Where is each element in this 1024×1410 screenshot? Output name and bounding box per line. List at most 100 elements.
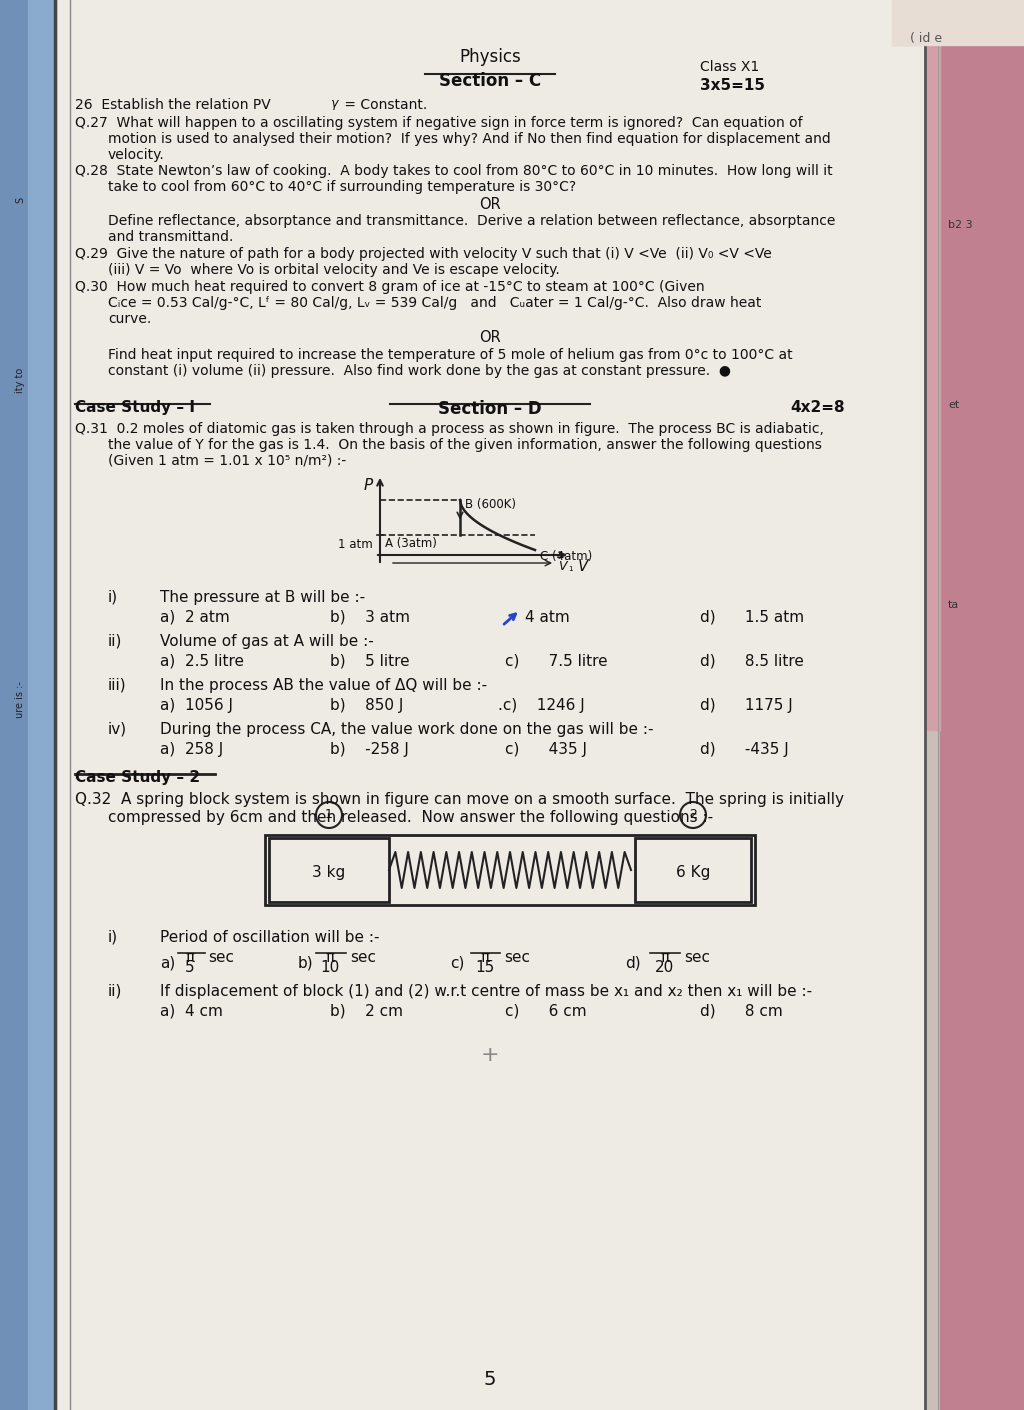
Text: The pressure at B will be :-: The pressure at B will be :-: [160, 589, 366, 605]
Text: (Given 1 atm = 1.01 x 10⁵ n/m²) :-: (Given 1 atm = 1.01 x 10⁵ n/m²) :-: [108, 454, 346, 468]
Bar: [635, 838, 751, 902]
Text: 26  Establish the relation PV: 26 Establish the relation PV: [75, 99, 270, 111]
Text: ii): ii): [108, 984, 123, 1000]
Text: b)    5 litre: b) 5 litre: [330, 654, 410, 668]
Text: Physics: Physics: [459, 48, 521, 66]
Text: c): c): [450, 956, 464, 971]
Text: During the process CA, the value work done on the gas will be :-: During the process CA, the value work do…: [160, 722, 653, 737]
Text: ₁: ₁: [568, 563, 572, 572]
Text: γ: γ: [330, 97, 337, 110]
Text: Q.31  0.2 moles of diatomic gas is taken through a process as shown in figure.  : Q.31 0.2 moles of diatomic gas is taken …: [75, 422, 824, 436]
Text: a)  2.5 litre: a) 2.5 litre: [160, 654, 244, 668]
Text: b)    850 J: b) 850 J: [330, 698, 403, 713]
Text: C (4atm): C (4atm): [540, 550, 592, 563]
Bar: [892, 0, 1024, 45]
Text: Case Study – I: Case Study – I: [75, 400, 195, 415]
Text: d)      8 cm: d) 8 cm: [700, 1004, 782, 1019]
Bar: [940, 0, 1024, 1410]
Text: π: π: [326, 950, 335, 964]
Text: motion is used to analysed their motion?  If yes why? And if No then find equati: motion is used to analysed their motion?…: [108, 133, 830, 147]
Text: π: π: [480, 950, 489, 964]
Text: Q.32  A spring block system is shown in figure can move on a smooth surface.  Th: Q.32 A spring block system is shown in f…: [75, 792, 844, 807]
Text: the value of Y for the gas is 1.4.  On the basis of the given information, answe: the value of Y for the gas is 1.4. On th…: [108, 439, 822, 453]
Text: a)  258 J: a) 258 J: [160, 742, 223, 757]
Text: π: π: [185, 950, 195, 964]
Text: 15: 15: [475, 960, 495, 974]
Text: 10: 10: [321, 960, 340, 974]
Text: P: P: [364, 478, 373, 493]
Text: 5: 5: [185, 960, 195, 974]
Text: Cᵢce = 0.53 Cal/g-°C, Lᶠ = 80 Cal/g, Lᵥ = 539 Cal/g   and   Cᵤater = 1 Cal/g-°C.: Cᵢce = 0.53 Cal/g-°C, Lᶠ = 80 Cal/g, Lᵥ …: [108, 296, 762, 310]
Text: ii): ii): [108, 634, 123, 649]
Text: V: V: [558, 560, 566, 572]
Text: ity to: ity to: [15, 368, 25, 392]
Text: d): d): [625, 956, 641, 971]
Bar: [28, 0, 56, 1410]
Text: 4x2=8: 4x2=8: [790, 400, 845, 415]
Text: .c)    1246 J: .c) 1246 J: [498, 698, 585, 713]
Text: Q.29  Give the nature of path for a body projected with velocity V such that (i): Q.29 Give the nature of path for a body …: [75, 247, 772, 261]
Text: a): a): [160, 956, 175, 971]
Text: 5: 5: [483, 1371, 497, 1389]
Text: b): b): [298, 956, 313, 971]
Text: b)    -258 J: b) -258 J: [330, 742, 409, 757]
Text: et: et: [948, 400, 959, 410]
Text: Volume of gas at A will be :-: Volume of gas at A will be :-: [160, 634, 374, 649]
Text: π: π: [660, 950, 670, 964]
Text: Define reflectance, absorptance and transmittance.  Derive a relation between re: Define reflectance, absorptance and tran…: [108, 214, 836, 228]
Text: +: +: [480, 1045, 500, 1065]
Text: A (3atm): A (3atm): [385, 537, 437, 550]
Text: S: S: [15, 197, 25, 203]
Text: 6 Kg: 6 Kg: [676, 864, 711, 880]
Text: OR: OR: [479, 330, 501, 345]
Text: Class X1: Class X1: [700, 61, 759, 73]
Text: d)      1.5 atm: d) 1.5 atm: [700, 611, 804, 625]
Text: 3x5=15: 3x5=15: [700, 78, 765, 93]
Text: sec: sec: [208, 950, 234, 964]
Text: d)      1175 J: d) 1175 J: [700, 698, 793, 713]
Text: Q.27  What will happen to a oscillating system if negative sign in force term is: Q.27 What will happen to a oscillating s…: [75, 116, 803, 130]
Text: B (600K): B (600K): [465, 498, 516, 510]
Text: 1: 1: [325, 808, 333, 821]
Text: b)    3 atm: b) 3 atm: [330, 611, 410, 625]
Text: constant (i) volume (ii) pressure.  Also find work done by the gas at constant p: constant (i) volume (ii) pressure. Also …: [108, 364, 731, 378]
Bar: [55, 0, 925, 1410]
Text: i): i): [108, 931, 118, 945]
Text: sec: sec: [504, 950, 530, 964]
Text: 20: 20: [655, 960, 675, 974]
Text: velocity.: velocity.: [108, 148, 165, 162]
Text: V: V: [578, 558, 589, 574]
Text: and transmittand.: and transmittand.: [108, 230, 233, 244]
Text: ( id e: ( id e: [910, 32, 942, 45]
Text: a)  1056 J: a) 1056 J: [160, 698, 233, 713]
Text: 4 atm: 4 atm: [525, 611, 569, 625]
Text: b)    2 cm: b) 2 cm: [330, 1004, 403, 1019]
Bar: [269, 838, 389, 902]
Text: 3 kg: 3 kg: [312, 864, 346, 880]
Text: d)      8.5 litre: d) 8.5 litre: [700, 654, 804, 668]
Text: (iii) V = Vo  where Vo is orbital velocity and Ve is escape velocity.: (iii) V = Vo where Vo is orbital velocit…: [108, 264, 560, 276]
Text: compressed by 6cm and then released.  Now answer the following questions :-: compressed by 6cm and then released. Now…: [108, 809, 713, 825]
Text: c)      6 cm: c) 6 cm: [505, 1004, 587, 1019]
Text: iv): iv): [108, 722, 127, 737]
Text: i): i): [108, 589, 118, 605]
Text: a)  4 cm: a) 4 cm: [160, 1004, 223, 1019]
Text: take to cool from 60°C to 40°C if surrounding temperature is 30°C?: take to cool from 60°C to 40°C if surrou…: [108, 180, 577, 195]
Bar: [265, 835, 755, 905]
Text: b2 3: b2 3: [948, 220, 973, 230]
Text: iii): iii): [108, 678, 127, 692]
Text: OR: OR: [479, 197, 501, 211]
Text: 1 atm: 1 atm: [338, 539, 373, 551]
Bar: [0, 0, 30, 1410]
Text: Case Study – 2: Case Study – 2: [75, 770, 200, 785]
Text: = Constant.: = Constant.: [340, 99, 427, 111]
Text: a)  2 atm: a) 2 atm: [160, 611, 229, 625]
Text: Period of oscillation will be :-: Period of oscillation will be :-: [160, 931, 380, 945]
Text: sec: sec: [684, 950, 710, 964]
Text: d)      -435 J: d) -435 J: [700, 742, 788, 757]
Text: In the process AB the value of ΔQ will be :-: In the process AB the value of ΔQ will b…: [160, 678, 487, 692]
Text: Find heat input required to increase the temperature of 5 mole of helium gas fro: Find heat input required to increase the…: [108, 348, 793, 362]
Text: If displacement of block (1) and (2) w.r.t centre of mass be x₁ and x₂ then x₁ w: If displacement of block (1) and (2) w.r…: [160, 984, 812, 1000]
Text: Section – D: Section – D: [438, 400, 542, 417]
Text: 2: 2: [689, 808, 697, 821]
